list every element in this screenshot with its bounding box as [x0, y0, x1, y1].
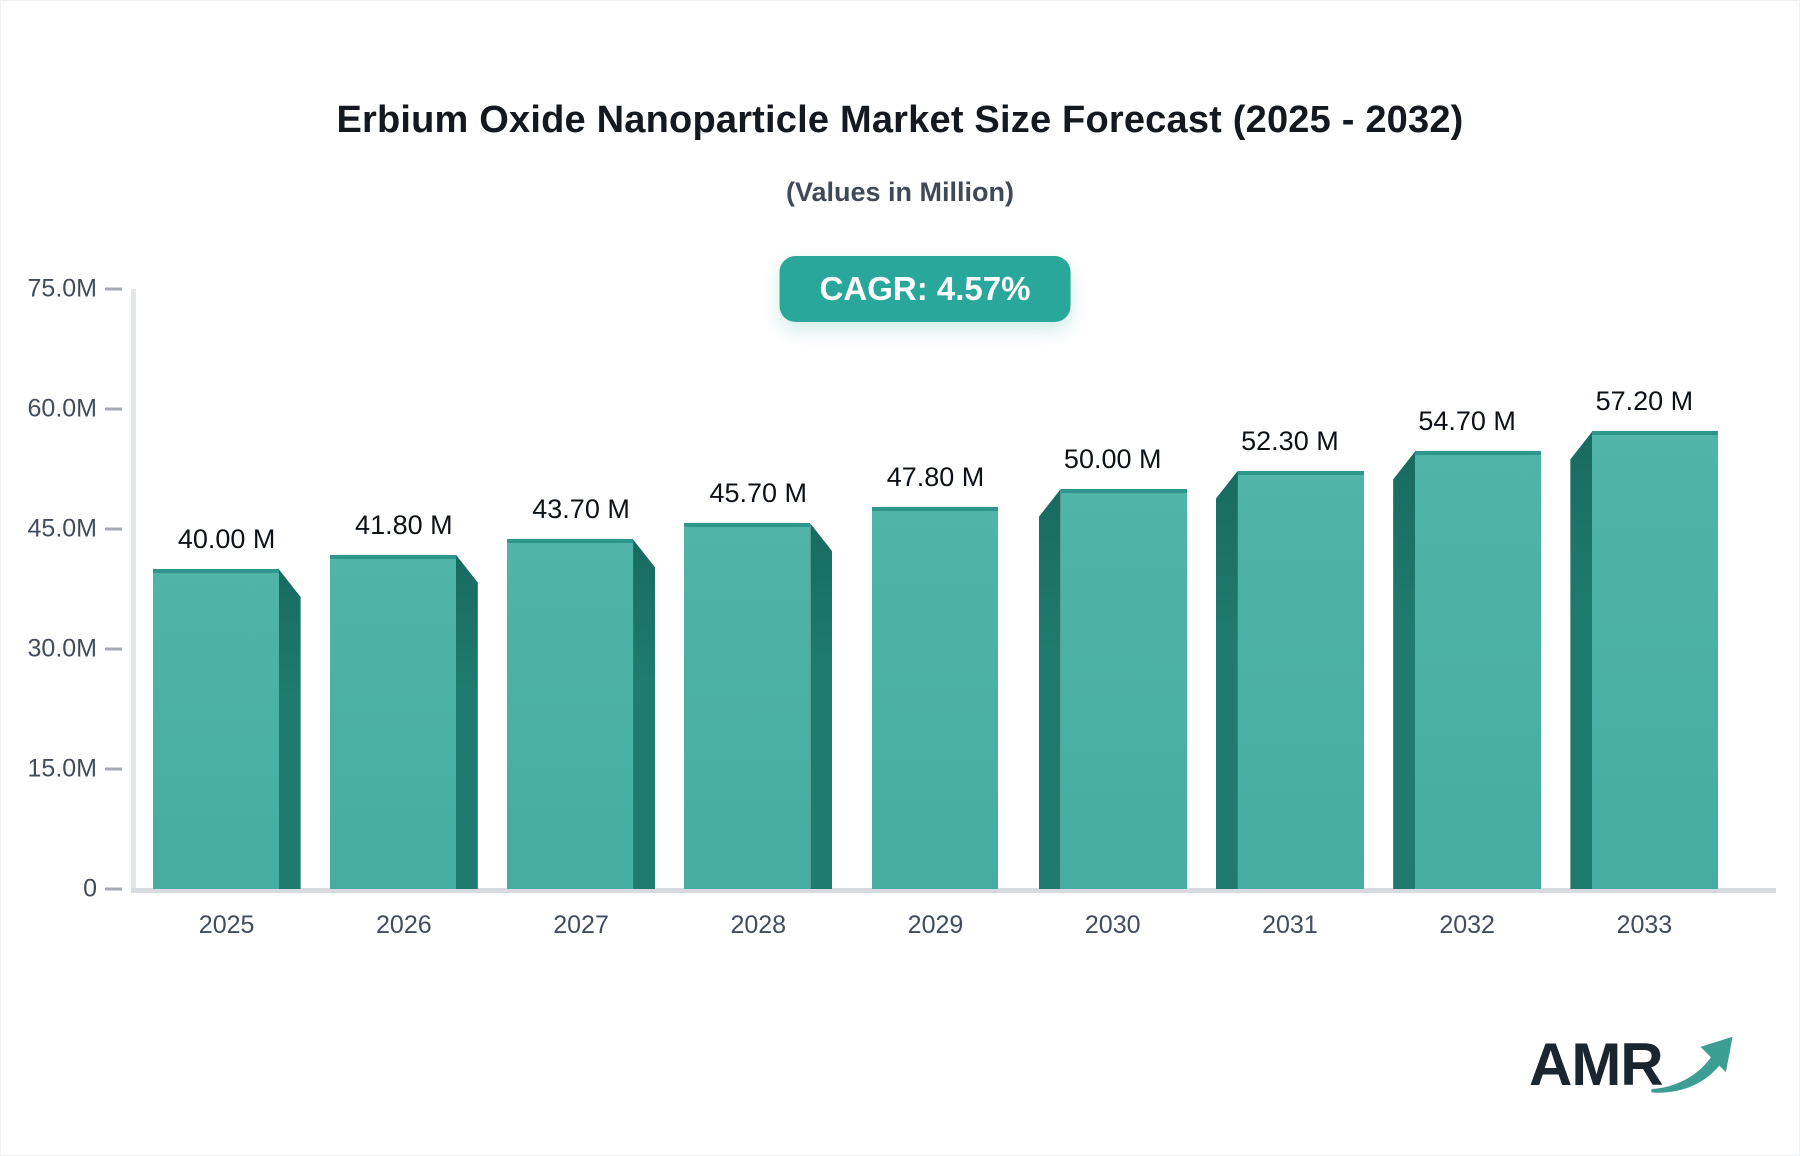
bar-face [1415, 451, 1542, 889]
x-axis-line [131, 888, 1776, 893]
bar-face [684, 523, 811, 889]
x-tick-label: 2032 [1439, 911, 1495, 939]
bar-value-label: 40.00 M [177, 524, 276, 554]
bar-value-label: 54.70 M [1418, 406, 1516, 437]
bar-face [152, 569, 279, 889]
cagr-badge: CAGR: 4.57% [779, 256, 1071, 322]
brand-text: AMR [1529, 1031, 1664, 1098]
bar-slot: 47.80 M [847, 289, 1024, 889]
bar-2031: 52.30 M [1215, 426, 1364, 889]
x-tick-label: 2029 [907, 911, 964, 939]
bar-slot: 54.70 M [1379, 289, 1556, 889]
bar-slot: 57.20 M [1556, 289, 1733, 889]
x-tick-label: 2026 [376, 911, 432, 939]
bar-2032: 54.70 M [1393, 406, 1542, 889]
y-tick-mark [105, 407, 122, 411]
y-axis-line [131, 289, 136, 893]
x-tick-label: 2028 [730, 911, 787, 939]
y-tick-mark [105, 647, 122, 651]
bar-slot: 52.30 M [1201, 289, 1378, 889]
bar-slot: 41.80 M [315, 289, 492, 889]
bar-value-label: 52.30 M [1241, 425, 1339, 456]
bar-2029: 47.80 M [872, 462, 999, 889]
bar-face [507, 539, 634, 889]
x-tick-label: 2031 [1262, 911, 1318, 939]
bar-2027: 43.70 M [507, 494, 656, 889]
y-tick-label: 15.0M [27, 754, 97, 783]
bar-face [329, 554, 456, 889]
chart-title: Erbium Oxide Nanoparticle Market Size Fo… [336, 99, 1464, 141]
bar-slot: 45.70 M [670, 289, 847, 889]
y-tick-label: 45.0M [27, 514, 97, 543]
y-tick-label: 0 [83, 874, 97, 903]
bar-slot: 50.00 M [1024, 289, 1201, 889]
bar-side-panel [810, 523, 833, 889]
growth-arrow-icon [1651, 1036, 1733, 1093]
bar-side-panel [455, 554, 478, 889]
bar-2025: 40.00 M [152, 524, 301, 889]
bar-side-panel [633, 539, 656, 889]
bar-value-label: 57.20 M [1595, 386, 1694, 417]
x-tick-label: 2030 [1084, 911, 1141, 939]
bar-value-label: 41.80 M [355, 509, 453, 540]
bar-2028: 45.70 M [684, 478, 833, 889]
y-tick-label: 30.0M [27, 634, 97, 663]
bar-2030: 50.00 M [1038, 444, 1187, 889]
bar-value-label: 50.00 M [1063, 444, 1162, 474]
y-tick-label: 60.0M [27, 394, 97, 423]
bar-face [1592, 431, 1719, 889]
bar-2033: 57.20 M [1570, 386, 1719, 889]
bar-slot: 40.00 M [138, 289, 315, 889]
y-tick-mark [105, 527, 122, 531]
bar-side-panel [1393, 451, 1416, 889]
bar-face [872, 506, 999, 889]
x-tick-label: 2025 [198, 911, 255, 939]
bar-face [1237, 470, 1364, 889]
bar-value-label: 43.70 M [532, 494, 630, 525]
bar-face [1060, 489, 1187, 889]
bar-slot: 43.70 M [492, 289, 669, 889]
bar-side-panel [278, 569, 301, 889]
bar-side-panel [1570, 431, 1593, 889]
chart-subtitle: (Values in Million) [785, 177, 1015, 207]
bar-value-label: 47.80 M [886, 461, 985, 492]
brand-logo: AMR [1529, 1033, 1735, 1101]
x-tick-label: 2033 [1616, 911, 1673, 939]
y-tick-mark [105, 767, 122, 771]
x-axis-labels: 2025 2026 2027 2028 2029 2030 2031 2032 2033 [138, 911, 1733, 940]
bar-2026: 41.80 M [329, 510, 478, 889]
y-tick-label: 75.0M [27, 274, 97, 303]
bar-side-panel [1215, 470, 1238, 889]
x-tick-label: 2027 [553, 911, 609, 939]
y-tick-mark [105, 887, 122, 891]
bar-side-panel [1038, 489, 1061, 889]
y-tick-mark [105, 287, 122, 291]
bar-value-label: 45.70 M [709, 478, 808, 509]
bars-container: 40.00 M 41.80 M 43.70 M 45.70 M 47.80 M 50.00… [138, 289, 1733, 889]
